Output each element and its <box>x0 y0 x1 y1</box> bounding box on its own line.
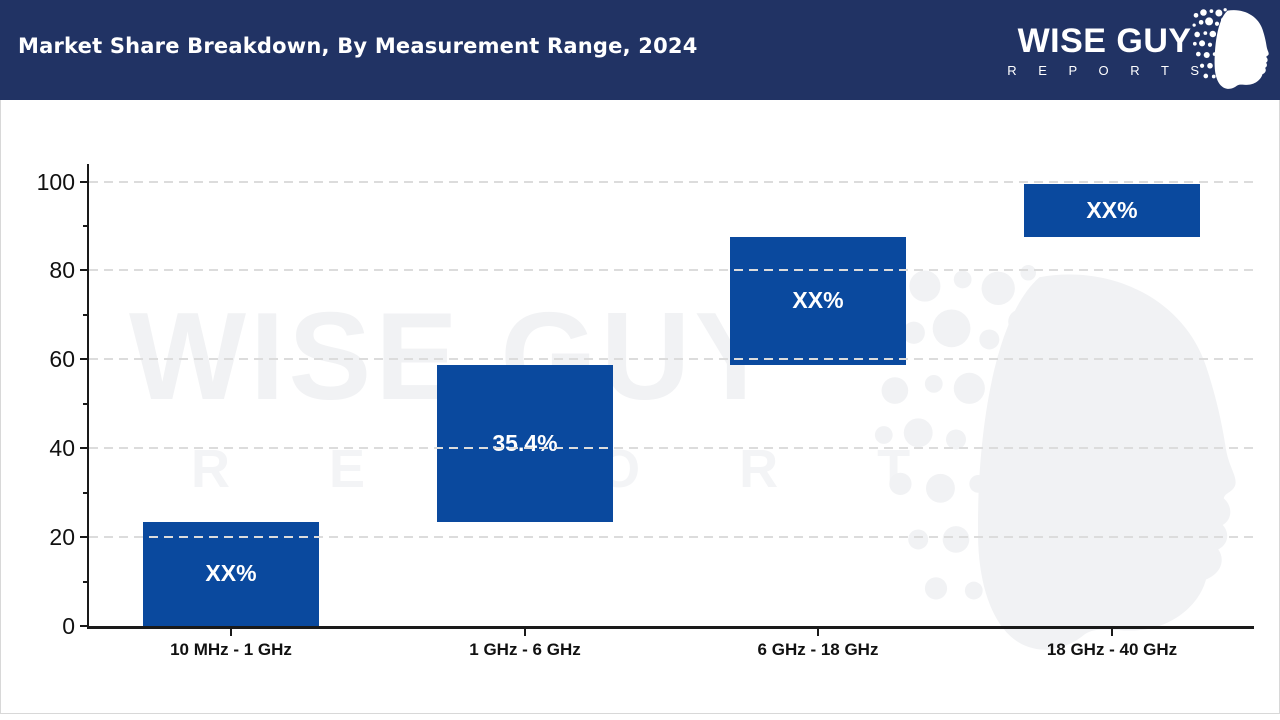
y-tick-0 <box>80 625 87 627</box>
bar-3: XX% <box>730 236 906 365</box>
gridline-y40 <box>89 447 1254 450</box>
y-tick-label-0: 0 <box>62 613 75 639</box>
x-category-label-4: 18 GHz - 40 GHz <box>1046 640 1178 659</box>
bar-label-3: XX% <box>792 287 844 314</box>
bar-2: 35.4% <box>437 364 613 522</box>
y-tick-60 <box>80 358 87 361</box>
logo-brand-text: WISE GUY <box>1017 22 1192 60</box>
x-category-label-3: 6 GHz - 18 GHz <box>757 640 879 659</box>
chart-panel: WISE GUY R E P O R T S XX% 35.4% XX% XX% 0 20… <box>0 100 1280 714</box>
y-minor-tick-30 <box>83 491 87 494</box>
bar-label-1: XX% <box>205 560 257 587</box>
y-minor-tick-90 <box>83 224 87 227</box>
bar-1: XX% <box>143 521 319 626</box>
y-minor-tick-70 <box>83 313 87 316</box>
page-title: Market Share Breakdown, By Measurement R… <box>18 34 698 58</box>
y-axis-spine <box>87 163 89 628</box>
logo-sub-text: R E P O R T S <box>1007 63 1208 78</box>
x-tick-3 <box>817 629 819 636</box>
wiseguy-head-icon <box>1192 8 1269 89</box>
y-tick-label-100: 100 <box>36 168 75 195</box>
y-tick-label-40: 40 <box>49 435 75 462</box>
gridline-y100 <box>89 180 1254 183</box>
bar-label-4: XX% <box>1086 196 1138 223</box>
y-tick-80 <box>80 269 87 272</box>
y-tick-100 <box>80 180 87 183</box>
header-bar: Market Share Breakdown, By Measurement R… <box>0 0 1280 100</box>
wiseguy-logo: WISE GUY R E P O R T S <box>1000 0 1270 100</box>
logo-text: WISE GUY R E P O R T S <box>1001 22 1208 78</box>
x-tick-1 <box>230 629 232 636</box>
y-tick-20 <box>80 536 87 539</box>
y-minor-tick-10 <box>83 580 87 583</box>
x-category-label-1: 10 MHz - 1 GHz <box>170 640 292 659</box>
bar-4: XX% <box>1024 184 1200 237</box>
y-tick-label-20: 20 <box>49 524 75 551</box>
y-tick-label-80: 80 <box>49 257 75 284</box>
watermark-head-icon <box>872 265 1236 650</box>
y-minor-tick-50 <box>83 402 87 405</box>
y-tick-label-60: 60 <box>49 346 75 373</box>
x-category-label-2: 1 GHz - 6 GHz <box>469 640 581 659</box>
x-axis-spine <box>87 626 1254 629</box>
x-tick-2 <box>524 629 526 636</box>
gridline-y60 <box>89 358 1254 361</box>
x-tick-4 <box>1111 629 1113 636</box>
gridline-y80 <box>89 269 1254 272</box>
bar-label-2: 35.4% <box>492 429 558 456</box>
y-tick-40 <box>80 447 87 450</box>
gridline-y20 <box>89 536 1254 539</box>
